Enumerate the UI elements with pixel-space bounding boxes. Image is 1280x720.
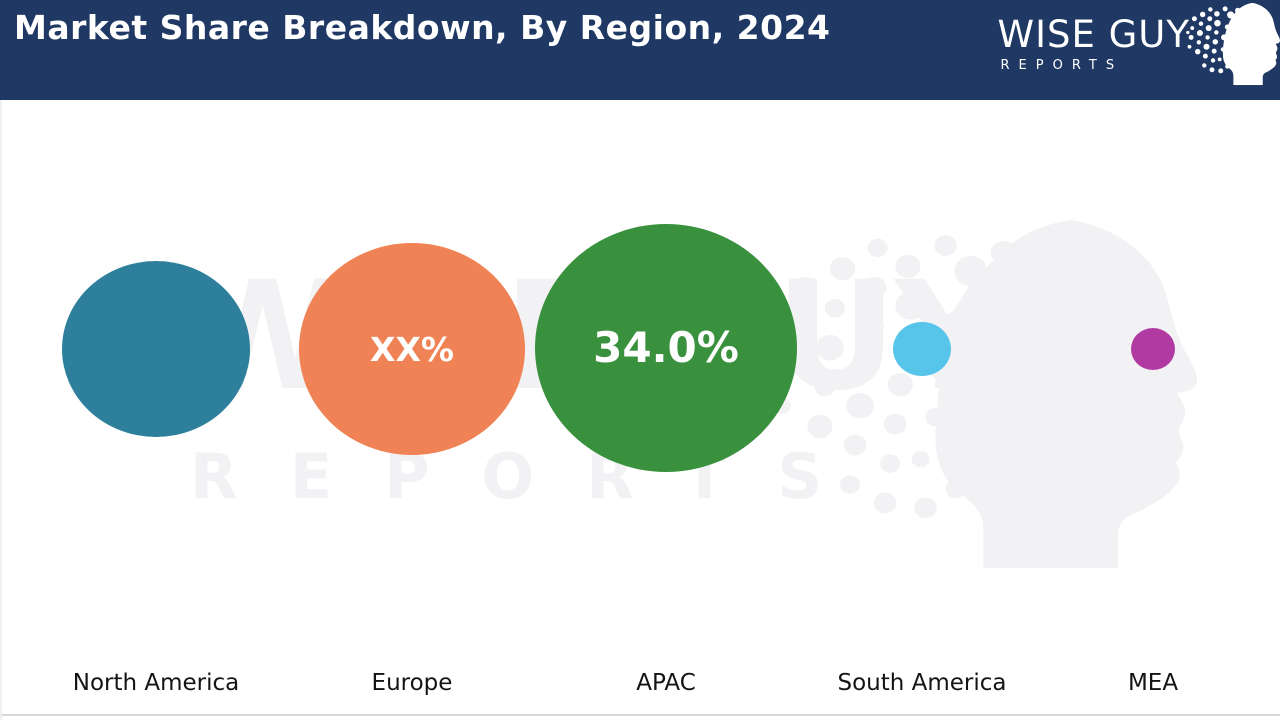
category-label-north-america: North America: [72, 670, 240, 696]
category-label-apac: APAC: [636, 670, 696, 696]
bottom-divider: [2, 714, 1280, 716]
bubble-south-america: [893, 322, 951, 376]
page-title: Market Share Breakdown, By Region, 2024: [14, 8, 831, 47]
wise-guy-reports-logo: WISE GUY REPORTS: [998, 0, 1280, 88]
category-label-mea: MEA: [1127, 670, 1179, 696]
bubble-value-label-apac: 34.0%: [593, 323, 739, 372]
logo-text: WISE GUY REPORTS: [998, 16, 1190, 73]
watermark-dotted-head-icon: [757, 220, 1197, 568]
logo-subtext: REPORTS: [1000, 57, 1124, 73]
bubble-north-america: [62, 261, 250, 437]
category-label-south-america: South America: [837, 670, 1007, 696]
header-bar: Market Share Breakdown, By Region, 2024 …: [0, 0, 1280, 100]
bubble-value-label-europe: XX%: [370, 329, 454, 369]
bubble-apac: 34.0%: [535, 224, 797, 472]
bubble-europe: XX%: [299, 243, 525, 455]
dotted-head-logo-icon: [1184, 0, 1280, 88]
logo-wordmark: WISE GUY: [997, 12, 1190, 56]
bubble-mea: [1131, 328, 1175, 370]
category-label-europe: Europe: [371, 670, 453, 696]
bubble-chart: WISE GUY REPORTS XX%34.0% North AmericaE…: [0, 100, 1280, 720]
